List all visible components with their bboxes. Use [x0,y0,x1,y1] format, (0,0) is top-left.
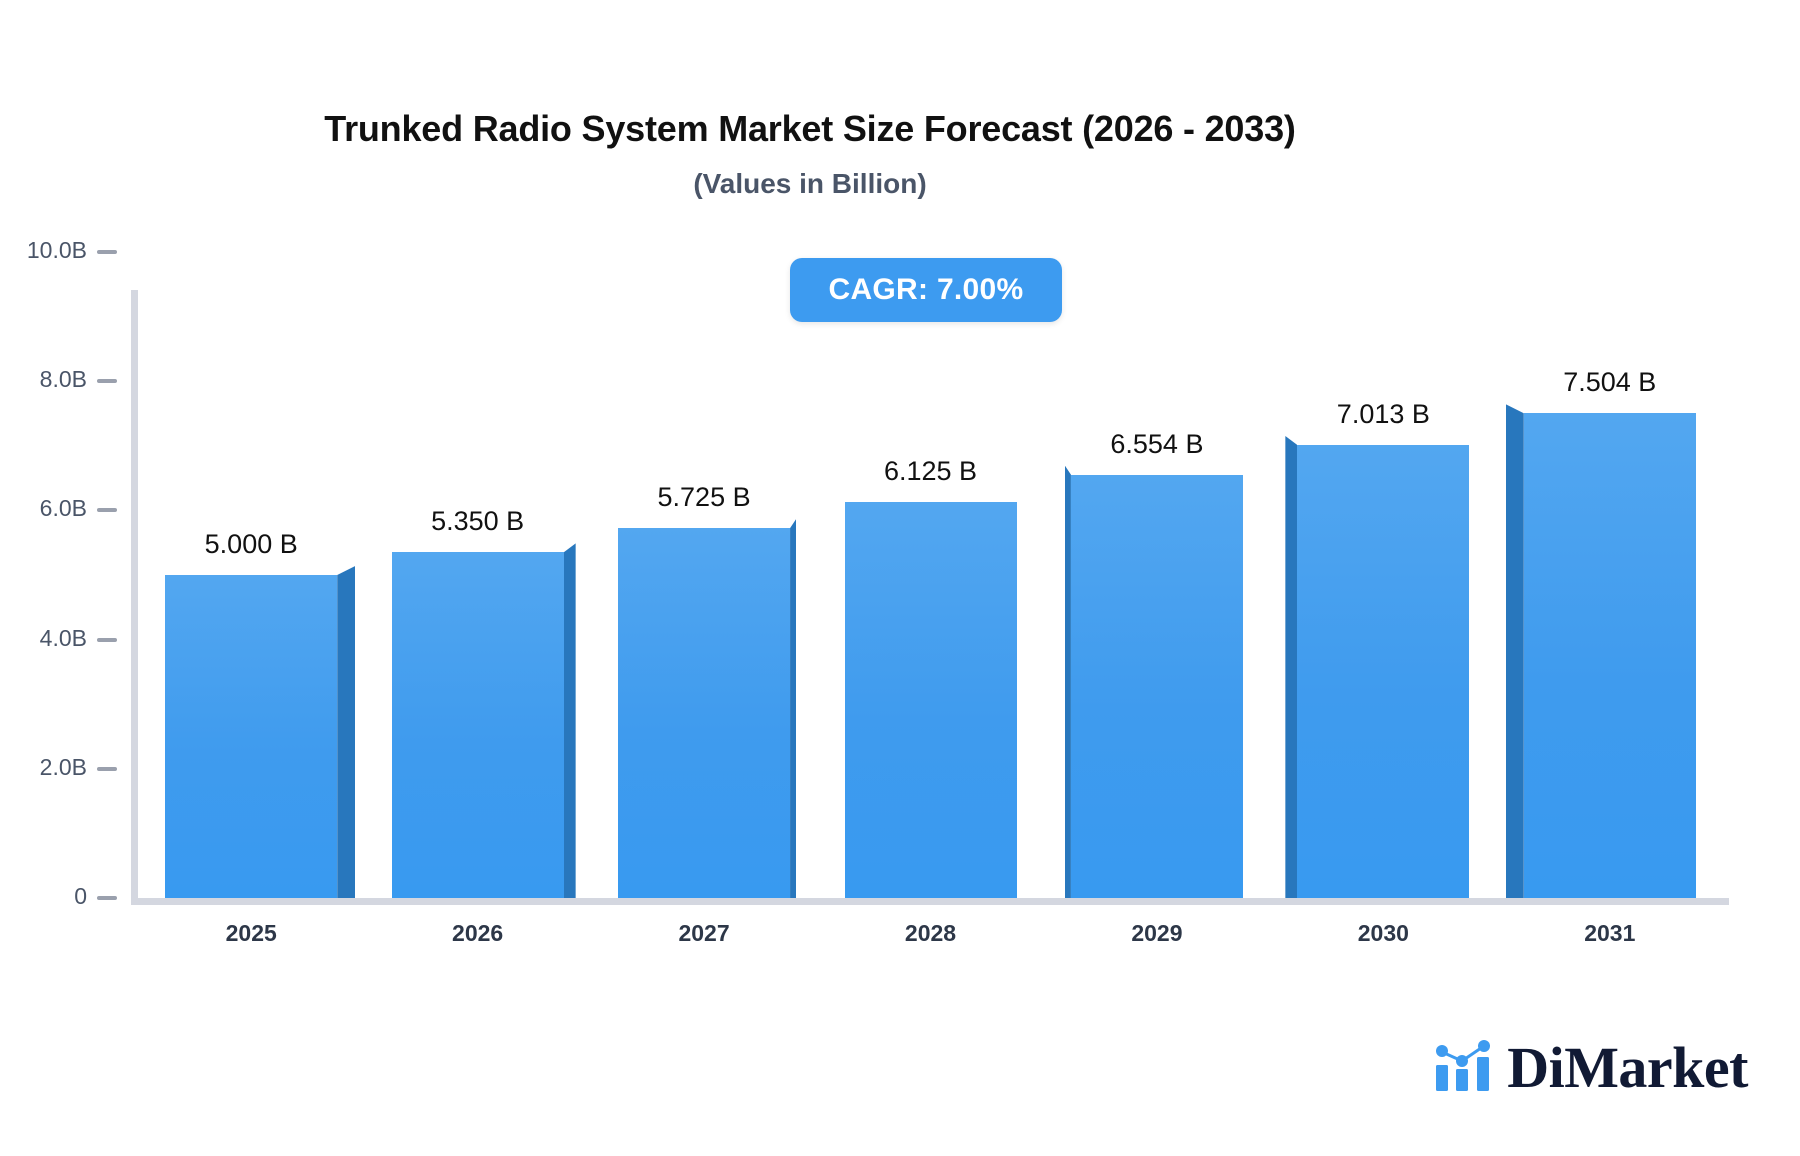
y-axis-tick-label: 4.0B [39,624,87,651]
bar-face [844,502,1017,898]
chart-title: Trunked Radio System Market Size Forecas… [324,108,1296,149]
bar-column[interactable]: 7.504 B 2031 [1505,367,1696,946]
bar-column[interactable]: 7.013 B 2030 [1285,399,1470,946]
bar-value-label: 7.013 B [1336,398,1430,429]
x-axis-tick-label: 2027 [678,919,730,946]
bar-value-label: 6.125 B [883,456,978,487]
cagr-badge: CAGR: 7.00% [790,258,1062,322]
x-axis-tick-label: 2030 [1357,919,1409,946]
bar-side-face [1505,404,1524,898]
bar-value-label: 5.725 B [657,482,751,513]
x-axis-tick-label: 2031 [1584,919,1636,946]
bar-column[interactable]: 5.725 B 2027 [618,482,797,946]
y-axis-tick-mark [97,637,117,642]
bar-side-face [563,543,576,898]
bar-side-face [337,566,356,898]
bar-column[interactable]: 5.350 B 2026 [391,506,576,946]
bar-face [165,575,338,898]
y-axis-tick-label: 2.0B [39,753,87,780]
chart-subtitle: (Values in Billion) [693,168,927,199]
bar-side-face [1064,465,1071,898]
y-axis-line [131,290,138,900]
bar-value-label: 5.350 B [431,506,525,537]
bar-face [1523,413,1696,898]
y-axis-tick-label: 0 [74,883,87,909]
y-axis-tick-mark [97,766,117,771]
bar-face [1070,474,1243,898]
bar-face [391,552,564,898]
y-axis-tick-mark [97,379,117,384]
bar-value-label: 5.000 B [204,529,298,559]
brand-logo-text: DiMarket [1507,1034,1748,1100]
y-axis-tick-label: 10.0B [26,237,87,263]
bar-column[interactable]: 5.000 B 2025 [165,529,356,946]
brand-logo: DiMarket [1433,1037,1748,1098]
y-axis-tick-mark [97,896,117,900]
bar-column[interactable]: 6.125 B 2028 [844,456,1017,946]
y-axis-tick-label: 8.0B [39,366,87,393]
y-axis-tick-mark [97,508,117,513]
y-axis-tick-label: 6.0B [39,495,87,522]
cagr-badge-label: CAGR: 7.00% [828,273,1024,306]
y-axis-tick-mark [97,250,117,254]
x-axis-tick-label: 2025 [225,920,277,946]
bar-column[interactable]: 6.554 B 2029 [1064,429,1243,946]
x-axis-tick-label: 2029 [1131,919,1183,946]
bar-face [1297,444,1470,898]
x-axis-tick-label: 2028 [904,919,957,946]
bar-side-face [1285,435,1298,898]
bar-value-label: 7.504 B [1563,367,1657,398]
bar-side-face [790,519,797,898]
bar-face [618,528,791,898]
x-axis-line [131,898,1729,905]
bar-value-label: 6.554 B [1110,428,1204,459]
x-axis-tick-label: 2026 [452,919,504,946]
bar-chart-icon [1433,1037,1493,1098]
